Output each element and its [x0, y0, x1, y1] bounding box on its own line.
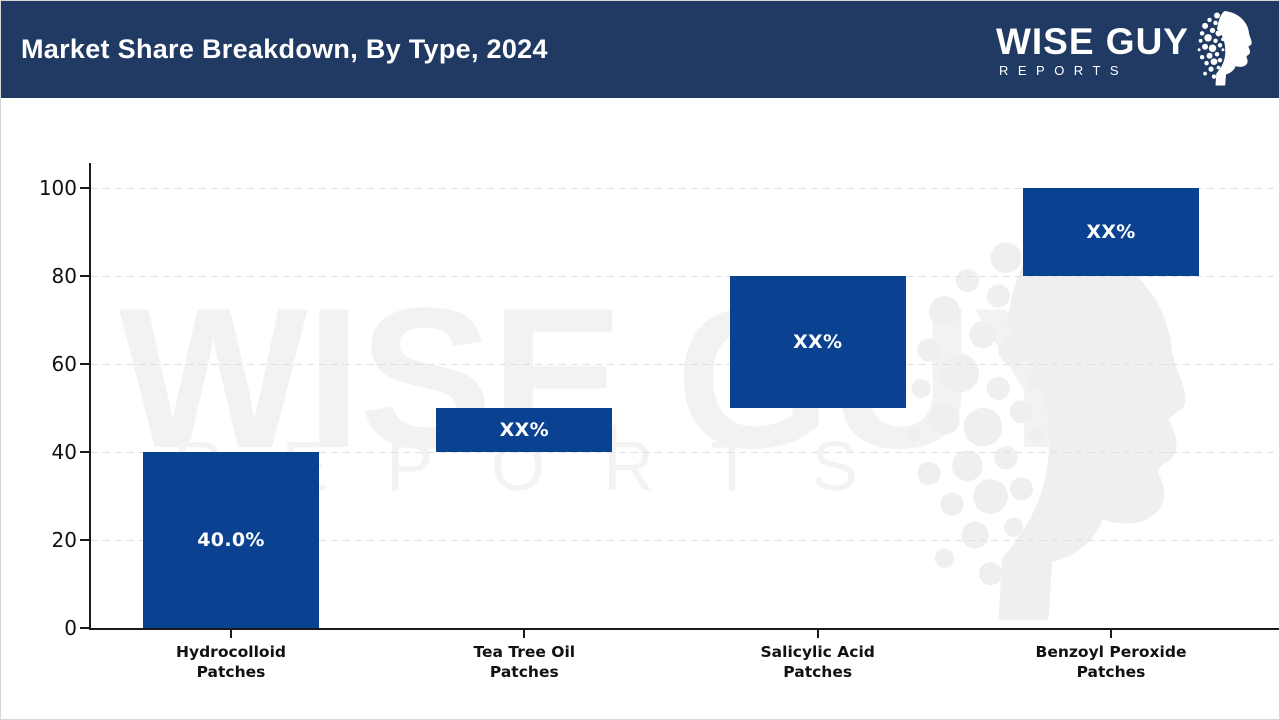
- x-tick-mark: [816, 630, 819, 638]
- x-category-label-line: Tea Tree Oil: [473, 643, 576, 661]
- brand-logo: WISE GUY REPORTS: [996, 10, 1255, 90]
- x-tick-mark: [230, 630, 232, 638]
- bar-value-label: XX%: [793, 331, 843, 353]
- x-tick-mark: [523, 630, 526, 638]
- x-category-label-line: Hydrocolloid: [176, 643, 286, 661]
- bar-segment: XX%: [1023, 188, 1199, 276]
- gridline: [91, 187, 1278, 189]
- gridline: [91, 363, 1278, 365]
- x-category-label-line: Patches: [196, 663, 266, 681]
- bar-segment: 40.0%: [143, 452, 319, 628]
- y-tick-mark: [80, 627, 89, 629]
- y-tick-label: 40: [51, 440, 77, 464]
- gridline: [91, 539, 1278, 541]
- x-category-label: Hydrocolloid Patches: [111, 642, 351, 682]
- x-tick-mark: [1110, 630, 1112, 638]
- y-tick-mark: [80, 363, 89, 365]
- x-category-label: Tea Tree Oil Patches: [404, 642, 644, 682]
- x-category-label-line: Patches: [489, 663, 559, 681]
- x-category-label-line: Salicylic Acid: [760, 643, 875, 661]
- x-category-label: Benzoyl Peroxide Patches: [991, 642, 1231, 682]
- bar-segment: XX%: [729, 276, 906, 408]
- y-tick-label: 100: [38, 176, 77, 200]
- x-category-label: Salicylic Acid Patches: [698, 642, 938, 682]
- gridline: [91, 451, 1278, 453]
- y-tick-label: 60: [51, 352, 77, 376]
- header: Market Share Breakdown, By Type, 2024 WI…: [1, 1, 1279, 98]
- bar-value-label: 40.0%: [197, 529, 265, 551]
- y-tick-mark: [80, 275, 89, 277]
- bar-value-label: XX%: [499, 419, 549, 441]
- gridline: [91, 275, 1278, 277]
- y-tick-mark: [80, 539, 89, 541]
- bar-segment: XX%: [436, 408, 613, 452]
- brand-name: WISE GUY: [995, 20, 1189, 62]
- y-tick-mark: [80, 187, 89, 189]
- bar-value-label: XX%: [1086, 221, 1136, 243]
- x-category-label-line: Patches: [783, 663, 853, 681]
- x-category-label-line: Benzoyl Peroxide: [1035, 643, 1187, 661]
- y-tick-mark: [80, 451, 89, 453]
- x-axis-line: [89, 628, 1279, 630]
- x-category-label-line: Patches: [1076, 663, 1146, 681]
- y-axis-spine: [89, 163, 91, 630]
- y-tick-label: 80: [51, 264, 77, 288]
- page-title: Market Share Breakdown, By Type, 2024: [21, 34, 548, 64]
- y-tick-label: 20: [51, 528, 77, 552]
- brand-sub: REPORTS: [998, 62, 1129, 78]
- y-tick-label: 0: [64, 616, 77, 640]
